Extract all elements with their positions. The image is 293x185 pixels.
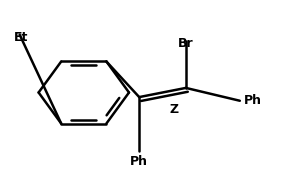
Text: Et: Et xyxy=(14,31,28,44)
Text: Z: Z xyxy=(169,102,178,115)
Text: Br: Br xyxy=(178,37,194,51)
Text: Ph: Ph xyxy=(130,155,148,168)
Text: Ph: Ph xyxy=(244,94,262,107)
